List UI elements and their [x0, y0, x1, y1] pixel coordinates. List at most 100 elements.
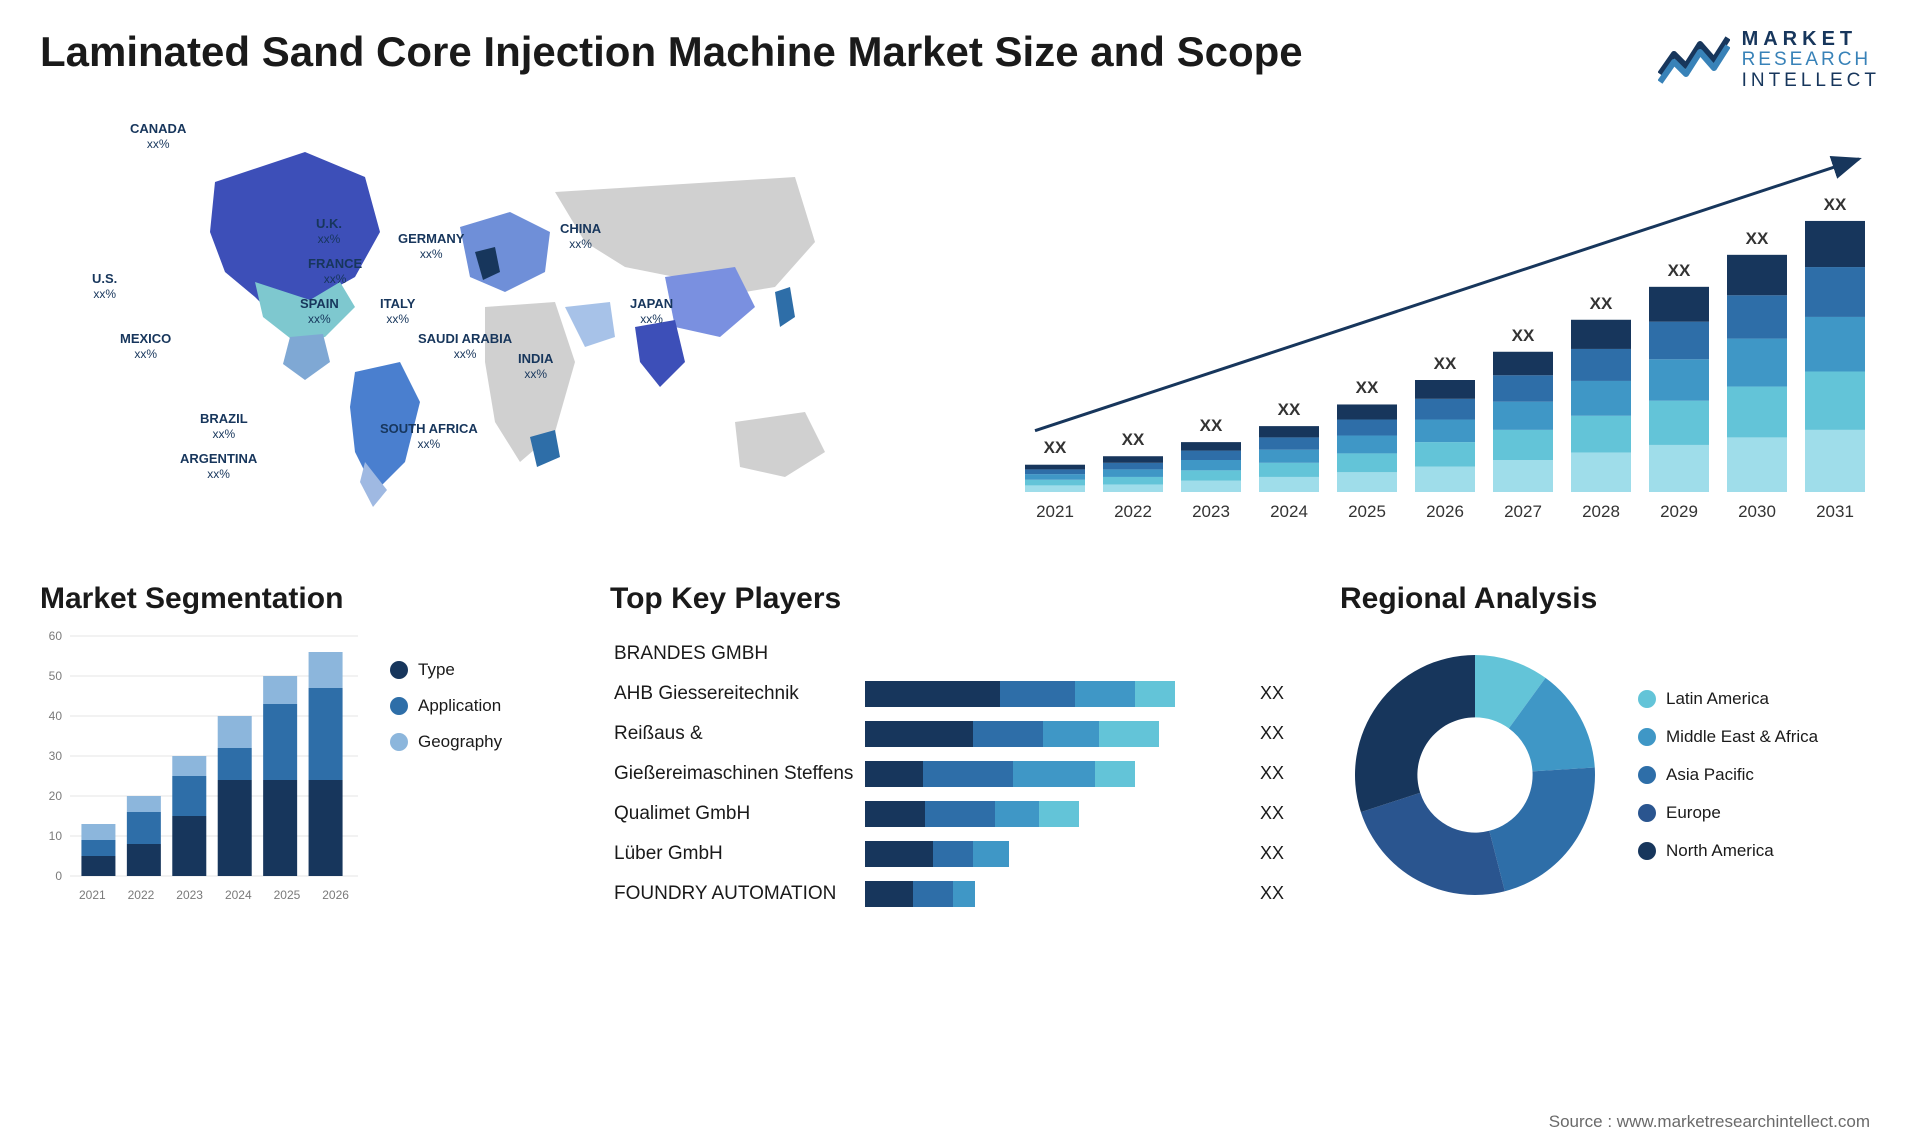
legend-item: Type	[390, 660, 502, 680]
source-text: Source : www.marketresearchintellect.com	[1549, 1112, 1870, 1132]
forecast-bar-label: XX	[1278, 400, 1301, 420]
forecast-bars	[1010, 122, 1880, 522]
key-player-row: Reißaus & XX	[614, 714, 1310, 754]
forecast-year: 2024	[1259, 502, 1319, 522]
key-player-value: XX	[1260, 883, 1310, 904]
map-label: GERMANYxx%	[398, 232, 464, 262]
legend-item: North America	[1638, 841, 1818, 861]
legend-item: Application	[390, 696, 502, 716]
forecast-bar-label: XX	[1668, 261, 1691, 281]
forecast-year: 2026	[1415, 502, 1475, 522]
segmentation-legend: Type Application Geography	[390, 630, 502, 900]
seg-year: 2023	[176, 888, 203, 902]
forecast-year: 2031	[1805, 502, 1865, 522]
legend-item: Middle East & Africa	[1638, 727, 1818, 747]
key-player-row: Qualimet GmbH XX	[614, 794, 1310, 834]
bottom-row: Market Segmentation 0102030405060 202120…	[40, 582, 1880, 932]
seg-year: 2022	[128, 888, 155, 902]
svg-text:0: 0	[55, 869, 62, 883]
key-player-bar	[865, 761, 1254, 787]
logo-text-1: MARKET	[1742, 28, 1880, 50]
key-players-panel: Top Key Players BRANDES GMBHAHB Giessere…	[610, 582, 1310, 932]
seg-year: 2021	[79, 888, 106, 902]
svg-text:60: 60	[49, 630, 63, 643]
map-label: CANADAxx%	[130, 122, 186, 152]
key-player-value: XX	[1260, 843, 1310, 864]
key-player-row: BRANDES GMBH	[614, 634, 1310, 674]
top-row: CANADAxx%U.S.xx%MEXICOxx%BRAZILxx%ARGENT…	[40, 122, 1880, 522]
forecast-bar-label: XX	[1356, 378, 1379, 398]
forecast-chart: 2021202220232024202520262027202820292030…	[1010, 122, 1880, 522]
logo-text-3: INTELLECT	[1742, 71, 1880, 92]
map-label: MEXICOxx%	[120, 332, 171, 362]
forecast-bar-label: XX	[1512, 326, 1535, 346]
forecast-year: 2028	[1571, 502, 1631, 522]
key-player-bar	[865, 681, 1254, 707]
forecast-bar-label: XX	[1746, 229, 1769, 249]
forecast-bar-label: XX	[1824, 195, 1847, 215]
map-label: ITALYxx%	[380, 297, 415, 327]
forecast-year: 2021	[1025, 502, 1085, 522]
forecast-year: 2022	[1103, 502, 1163, 522]
segmentation-x-axis: 2021 2022 2023 2024 2025 2026	[68, 888, 360, 902]
legend-item: Europe	[1638, 803, 1818, 823]
forecast-bar-label: XX	[1044, 438, 1067, 458]
svg-text:50: 50	[49, 669, 63, 683]
key-player-row: Lüber GmbHXX	[614, 834, 1310, 874]
key-player-name: Qualimet GmbH	[614, 803, 859, 825]
svg-text:40: 40	[49, 709, 63, 723]
map-label: CHINAxx%	[560, 222, 601, 252]
legend-item: Asia Pacific	[1638, 765, 1818, 785]
forecast-bar-label: XX	[1434, 354, 1457, 374]
logo-text-2: RESEARCH	[1742, 50, 1880, 71]
legend-item: Geography	[390, 732, 502, 752]
forecast-year: 2027	[1493, 502, 1553, 522]
key-player-value: XX	[1260, 683, 1310, 704]
map-label: SAUDI ARABIAxx%	[418, 332, 512, 362]
key-player-value: XX	[1260, 803, 1310, 824]
key-player-name: Gießereimaschinen Steffens	[614, 763, 859, 785]
seg-year: 2025	[274, 888, 301, 902]
map-label: INDIAxx%	[518, 352, 553, 382]
svg-text:20: 20	[49, 789, 63, 803]
key-player-name: Reißaus &	[614, 723, 859, 745]
seg-year: 2024	[225, 888, 252, 902]
map-label: SPAINxx%	[300, 297, 339, 327]
seg-year: 2026	[322, 888, 349, 902]
key-players-chart: BRANDES GMBHAHB GiessereitechnikXXReißau…	[610, 630, 1310, 914]
forecast-bar-label: XX	[1590, 294, 1613, 314]
forecast-year: 2030	[1727, 502, 1787, 522]
segmentation-panel: Market Segmentation 0102030405060 202120…	[40, 582, 580, 932]
forecast-year: 2029	[1649, 502, 1709, 522]
key-player-name: FOUNDRY AUTOMATION	[614, 883, 859, 905]
map-label: FRANCExx%	[308, 257, 362, 287]
map-label: SOUTH AFRICAxx%	[380, 422, 478, 452]
key-players-title: Top Key Players	[610, 582, 1310, 616]
key-player-value: XX	[1260, 723, 1310, 744]
regional-panel: Regional Analysis Latin America Middle Ea…	[1340, 582, 1880, 932]
key-player-name: AHB Giessereitechnik	[614, 683, 859, 705]
segmentation-title: Market Segmentation	[40, 582, 580, 616]
forecast-bar-label: XX	[1200, 416, 1223, 436]
map-label: JAPANxx%	[630, 297, 673, 327]
page-title: Laminated Sand Core Injection Machine Ma…	[40, 28, 1303, 76]
key-player-bar	[865, 721, 1254, 747]
key-player-row: AHB Giessereitechnik XX	[614, 674, 1310, 714]
svg-text:10: 10	[49, 829, 63, 843]
key-player-row: FOUNDRY AUTOMATION XX	[614, 874, 1310, 914]
forecast-year: 2025	[1337, 502, 1397, 522]
key-player-bar	[865, 801, 1254, 827]
key-player-bar	[865, 641, 1254, 667]
world-map-panel: CANADAxx%U.S.xx%MEXICOxx%BRAZILxx%ARGENT…	[40, 122, 970, 522]
legend-item: Latin America	[1638, 689, 1818, 709]
map-label: BRAZILxx%	[200, 412, 248, 442]
key-player-row: Gießereimaschinen Steffens XX	[614, 754, 1310, 794]
segmentation-chart: 0 10 20 30 40 50 60 2021 2022 2023 2024 2025 2026	[40, 630, 360, 900]
map-label: U.K.xx%	[316, 217, 342, 247]
forecast-bar-label: XX	[1122, 430, 1145, 450]
key-player-value: XX	[1260, 763, 1310, 784]
svg-text:30: 30	[49, 749, 63, 763]
brand-logo: MARKET RESEARCH INTELLECT	[1658, 28, 1880, 92]
key-player-bar	[865, 881, 1254, 907]
regional-title: Regional Analysis	[1340, 582, 1880, 616]
